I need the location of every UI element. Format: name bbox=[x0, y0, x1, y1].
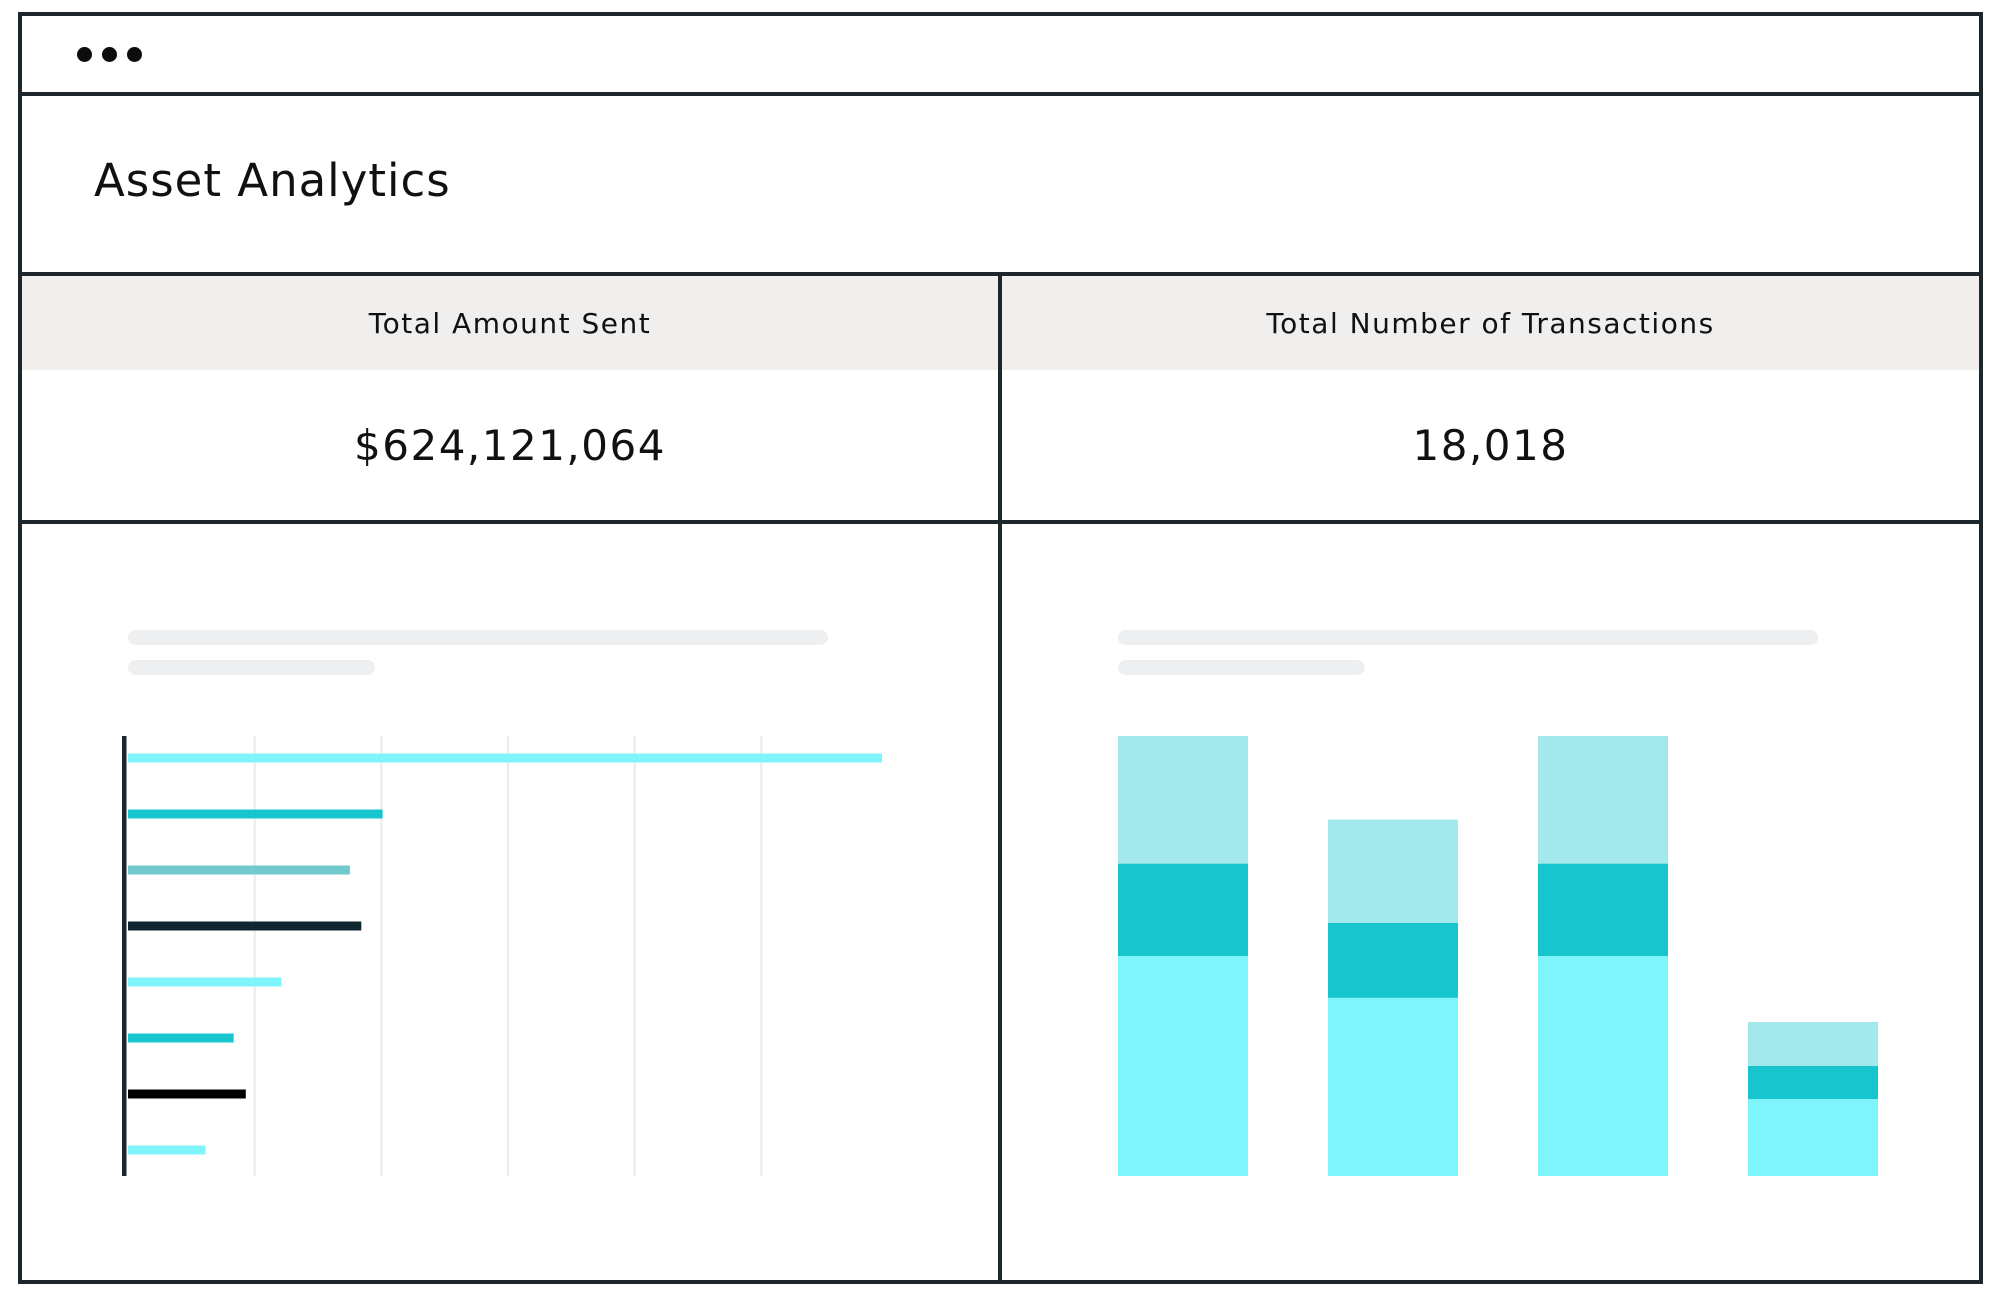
metric-total-amount-sent: Total Amount Sent $624,121,064 bbox=[22, 276, 1002, 520]
bar-segment bbox=[1328, 997, 1458, 1176]
metric-value: 18,018 bbox=[1412, 420, 1569, 470]
bar-segment bbox=[1538, 736, 1668, 864]
placeholder-title-line bbox=[1118, 630, 1818, 645]
bar-segment bbox=[1118, 736, 1248, 864]
stacked-bar-chart bbox=[1118, 736, 1878, 1176]
bar bbox=[128, 1145, 206, 1155]
stacked-bar-chart-panel bbox=[1002, 524, 1979, 1280]
bar bbox=[128, 977, 282, 987]
bar-segment bbox=[1748, 1022, 1878, 1066]
bar-segment bbox=[1538, 863, 1668, 956]
app-window: Asset Analytics Total Amount Sent $624,1… bbox=[18, 12, 1983, 1284]
dot bbox=[102, 47, 117, 62]
metric-total-transactions: Total Number of Transactions 18,018 bbox=[1002, 276, 1979, 520]
horizontal-bar-chart bbox=[122, 736, 882, 1176]
page-header: Asset Analytics bbox=[22, 96, 1979, 276]
bar bbox=[128, 753, 882, 763]
metrics-row: Total Amount Sent $624,121,064 Total Num… bbox=[22, 276, 1979, 524]
bar bbox=[128, 1033, 234, 1043]
bar-segment bbox=[1328, 819, 1458, 923]
title-bar bbox=[22, 16, 1979, 96]
bar-segment bbox=[1748, 1099, 1878, 1176]
dot bbox=[77, 47, 92, 62]
metric-label: Total Amount Sent bbox=[22, 276, 998, 370]
bar bbox=[128, 1089, 246, 1099]
dot bbox=[127, 47, 142, 62]
bar bbox=[128, 921, 362, 931]
bar-segment bbox=[1538, 956, 1668, 1176]
placeholder-title-line bbox=[128, 630, 828, 645]
horizontal-bar-chart-panel bbox=[22, 524, 1002, 1280]
bar bbox=[128, 809, 383, 819]
bar-segment bbox=[1118, 863, 1248, 956]
bar bbox=[128, 865, 350, 875]
placeholder-subtitle-line bbox=[128, 660, 375, 675]
bar-segment bbox=[1328, 923, 1458, 998]
bar-segment bbox=[1118, 956, 1248, 1176]
metric-value: $624,121,064 bbox=[354, 420, 666, 470]
placeholder-subtitle-line bbox=[1118, 660, 1365, 675]
bar-segment bbox=[1748, 1066, 1878, 1099]
page-title: Asset Analytics bbox=[94, 154, 451, 207]
metric-label: Total Number of Transactions bbox=[1002, 276, 1979, 370]
charts-row bbox=[22, 524, 1979, 1280]
ellipsis-icon[interactable] bbox=[77, 47, 142, 62]
